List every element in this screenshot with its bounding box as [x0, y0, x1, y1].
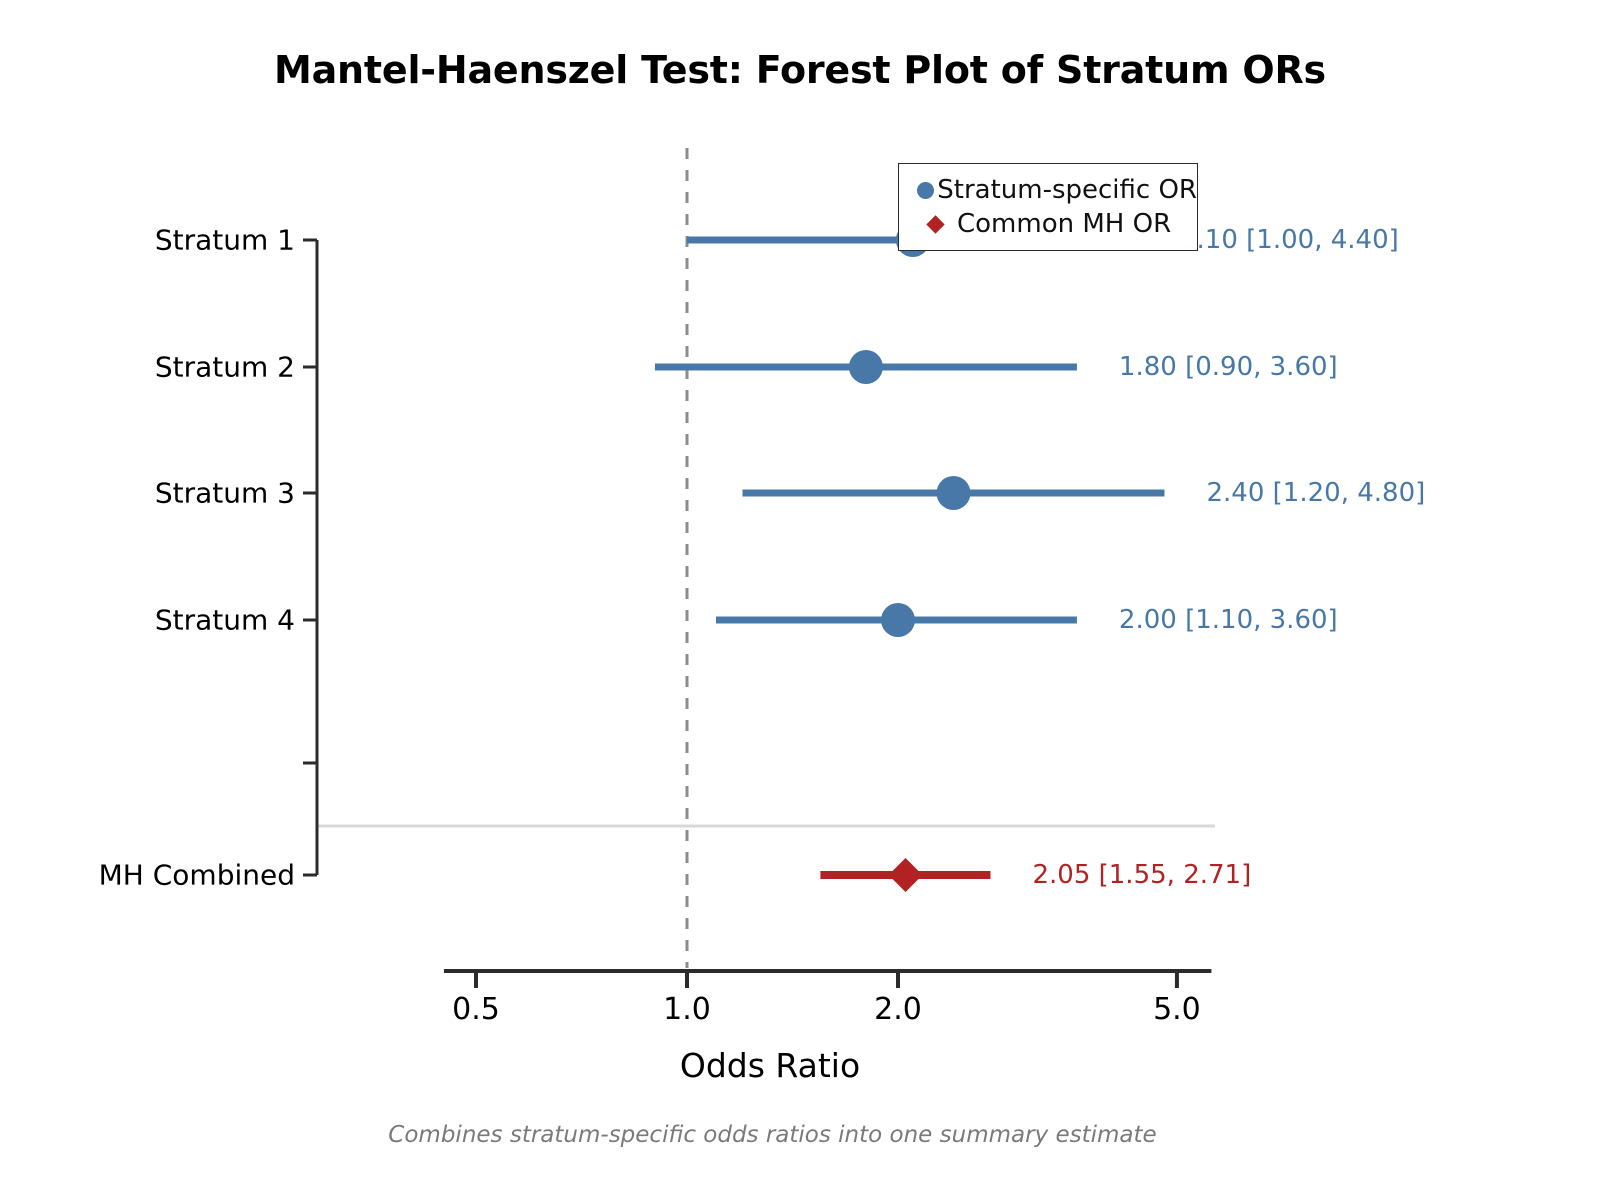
x-axis-tick-label: 5.0 [1153, 992, 1201, 1027]
estimate-ci-label: 2.40 [1.20, 4.80] [1206, 478, 1426, 508]
circle-marker [936, 476, 971, 510]
forest-row [742, 476, 1165, 510]
y-axis-labels: Stratum 1 Stratum 2 Stratum 3 Stratum 4 MH C… [0, 0, 317, 1200]
estimate-ci-label: 2.10 [1.00, 4.40] [1180, 225, 1399, 255]
y-axis-tick-label: Stratum 2 [154, 350, 295, 384]
y-axis-tick-label: Stratum 1 [154, 223, 295, 257]
circle-marker [848, 350, 883, 384]
y-axis-tick-label: Stratum 4 [154, 603, 295, 637]
legend-item-combined: Common MH OR [913, 207, 1197, 241]
y-axis-tick-label: Stratum 3 [154, 476, 295, 510]
forest-row [654, 350, 1077, 384]
x-axis-tick-label: 1.0 [663, 992, 711, 1027]
page-title: Mantel-Haenszel Test: Forest Plot of Str… [274, 48, 1326, 92]
diamond-marker [888, 858, 923, 892]
legend-label-stratum: Stratum-specific OR [937, 175, 1197, 205]
forest-row [716, 603, 1077, 637]
legend-label-combined: Common MH OR [957, 209, 1172, 239]
forest-row [820, 858, 991, 892]
estimate-ci-label: 2.00 [1.10, 3.60] [1118, 605, 1338, 635]
circle-marker-icon [913, 181, 937, 199]
x-axis-tick-label: 2.0 [874, 992, 922, 1027]
legend: Stratum-specific OR Common MH OR [898, 163, 1198, 251]
x-axis-tick-label: 0.5 [452, 992, 500, 1027]
figure-caption: Combines stratum-specific odds ratios in… [388, 1122, 1157, 1148]
estimate-ci-label: 2.05 [1.55, 2.71] [1032, 860, 1252, 890]
x-axis-title: Odds Ratio [679, 1046, 861, 1085]
diamond-marker-icon [913, 214, 957, 234]
estimate-ci-label: 1.80 [0.90, 3.60] [1118, 352, 1338, 382]
circle-marker [881, 603, 915, 637]
legend-item-stratum: Stratum-specific OR [913, 173, 1197, 207]
y-axis-tick-label: MH Combined [98, 858, 295, 892]
